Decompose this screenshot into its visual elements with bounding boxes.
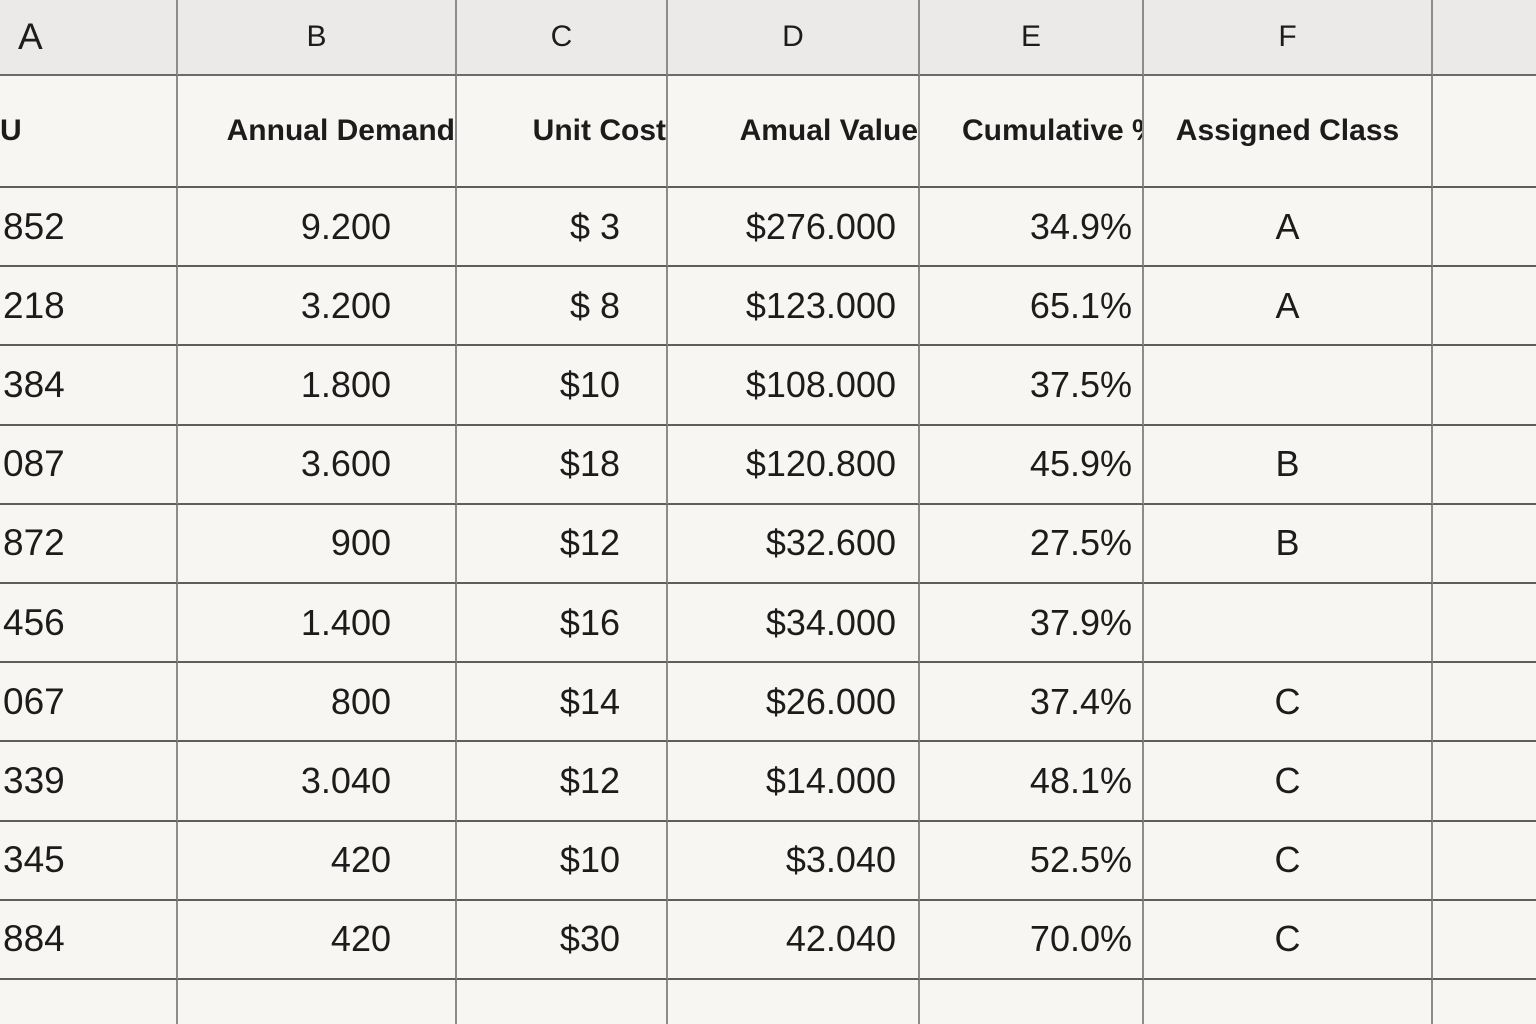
- cell-annual-demand[interactable]: 420: [178, 821, 457, 901]
- header-annual-value[interactable]: Amual Value: [668, 76, 920, 188]
- cell-assigned-class[interactable]: [1144, 346, 1433, 426]
- cell-cumulative-pct[interactable]: 37.9%: [920, 583, 1144, 664]
- column-letter-e[interactable]: E: [920, 0, 1144, 76]
- cell-sku[interactable]: 884: [0, 900, 178, 980]
- cell-cumulative-pct[interactable]: 37.5%: [920, 346, 1144, 426]
- cell-sku[interactable]: 339: [0, 742, 178, 822]
- cell-annual-value[interactable]: $276.000: [668, 188, 920, 268]
- cell-assigned-class[interactable]: C: [1144, 663, 1433, 743]
- cell-sku[interactable]: 087: [0, 425, 178, 505]
- cell-annual-demand[interactable]: 3.040: [178, 742, 457, 822]
- cell-cumulative-pct[interactable]: 34.9%: [920, 188, 1144, 268]
- cell-sku[interactable]: 067: [0, 663, 178, 743]
- cell-unit-cost[interactable]: $10: [457, 821, 668, 901]
- column-letter-c[interactable]: C: [457, 0, 668, 76]
- cell-annual-value[interactable]: $3.040: [668, 821, 920, 901]
- cell-unit-cost[interactable]: $10: [457, 346, 668, 426]
- cell-cumulative-pct[interactable]: 65.1%: [920, 267, 1144, 347]
- cell-annual-demand[interactable]: 3.600: [178, 425, 457, 505]
- cell-annual-value[interactable]: $32.600: [668, 504, 920, 584]
- cell-cumulative-pct[interactable]: 45.9%: [920, 425, 1144, 505]
- cell-annual-value[interactable]: $34.000: [668, 583, 920, 664]
- cell-annual-demand[interactable]: 800: [178, 663, 457, 743]
- column-letter-g-partial[interactable]: [1433, 0, 1536, 76]
- header-assigned-class[interactable]: Assigned Class: [1144, 76, 1433, 188]
- cell-empty-g[interactable]: [1433, 583, 1536, 664]
- cell-cumulative-pct[interactable]: 48.1%: [920, 742, 1144, 822]
- cell-sku[interactable]: 872: [0, 504, 178, 584]
- cell-cumulative-pct[interactable]: 70.0%: [920, 900, 1144, 980]
- cell-unit-cost[interactable]: $ 3: [457, 188, 668, 268]
- header-empty-g[interactable]: [1433, 76, 1536, 188]
- cell-annual-demand[interactable]: 420: [178, 900, 457, 980]
- cell-sku[interactable]: 345: [0, 821, 178, 901]
- cell-empty[interactable]: [1433, 979, 1536, 1024]
- cell-unit-cost[interactable]: $16: [457, 583, 668, 664]
- cell-empty[interactable]: [457, 979, 668, 1024]
- cell-empty-g[interactable]: [1433, 821, 1536, 901]
- cell-unit-cost[interactable]: $12: [457, 504, 668, 584]
- column-letter-d[interactable]: D: [668, 0, 920, 76]
- cell-cumulative-pct[interactable]: 27.5%: [920, 504, 1144, 584]
- cell-empty[interactable]: [668, 979, 920, 1024]
- column-letter-b[interactable]: B: [178, 0, 457, 76]
- column-letter-f[interactable]: F: [1144, 0, 1433, 76]
- cell-assigned-class[interactable]: A: [1144, 188, 1433, 268]
- cell-empty-g[interactable]: [1433, 346, 1536, 426]
- cell-assigned-class[interactable]: C: [1144, 742, 1433, 822]
- cell-annual-value[interactable]: $108.000: [668, 346, 920, 426]
- cell-empty-g[interactable]: [1433, 742, 1536, 822]
- cell-unit-cost[interactable]: $30: [457, 900, 668, 980]
- cell-assigned-class[interactable]: [1144, 583, 1433, 664]
- cell-assigned-class[interactable]: A: [1144, 267, 1433, 347]
- header-cumulative-pct[interactable]: Cumulative %: [920, 76, 1144, 188]
- cell-empty-g[interactable]: [1433, 504, 1536, 584]
- cell-annual-demand[interactable]: 9.200: [178, 188, 457, 268]
- cell-empty-g[interactable]: [1433, 663, 1536, 743]
- cell-annual-value[interactable]: $26.000: [668, 663, 920, 743]
- cell-annual-demand[interactable]: 1.800: [178, 346, 457, 426]
- cell-cumulative-pct[interactable]: 52.5%: [920, 821, 1144, 901]
- cell-annual-value[interactable]: $123.000: [668, 267, 920, 347]
- header-annual-demand[interactable]: Annual Demand: [178, 76, 457, 188]
- cell-sku[interactable]: 218: [0, 267, 178, 347]
- cell-annual-demand[interactable]: 1.400: [178, 583, 457, 664]
- cell-annual-demand[interactable]: 900: [178, 504, 457, 584]
- cell-empty[interactable]: [920, 979, 1144, 1024]
- header-unit-cost[interactable]: Unit Cost: [457, 76, 668, 188]
- cell-unit-cost[interactable]: $ 8: [457, 267, 668, 347]
- cell-assigned-class[interactable]: C: [1144, 821, 1433, 901]
- cell-empty[interactable]: [0, 979, 178, 1024]
- cell-sku[interactable]: 852: [0, 188, 178, 268]
- cell-empty[interactable]: [178, 979, 457, 1024]
- cell-assigned-class[interactable]: B: [1144, 425, 1433, 505]
- cell-unit-cost[interactable]: $12: [457, 742, 668, 822]
- cell-annual-value[interactable]: $120.800: [668, 425, 920, 505]
- cell-annual-value[interactable]: 42.040: [668, 900, 920, 980]
- column-letter-a[interactable]: A: [0, 0, 178, 76]
- cell-annual-value[interactable]: $14.000: [668, 742, 920, 822]
- cell-unit-cost[interactable]: $18: [457, 425, 668, 505]
- cell-empty-g[interactable]: [1433, 900, 1536, 980]
- cell-sku[interactable]: 456: [0, 583, 178, 664]
- header-sku[interactable]: U: [0, 76, 178, 188]
- cell-unit-cost[interactable]: $14: [457, 663, 668, 743]
- cell-empty-g[interactable]: [1433, 425, 1536, 505]
- cell-empty-g[interactable]: [1433, 188, 1536, 268]
- cell-cumulative-pct[interactable]: 37.4%: [920, 663, 1144, 743]
- cell-assigned-class[interactable]: C: [1144, 900, 1433, 980]
- header-cumulative-pct-label: Cumulative %: [962, 113, 1144, 147]
- cell-empty-g[interactable]: [1433, 267, 1536, 347]
- cell-sku[interactable]: 384: [0, 346, 178, 426]
- cell-assigned-class[interactable]: B: [1144, 504, 1433, 584]
- cell-empty[interactable]: [1144, 979, 1433, 1024]
- cell-annual-demand[interactable]: 3.200: [178, 267, 457, 347]
